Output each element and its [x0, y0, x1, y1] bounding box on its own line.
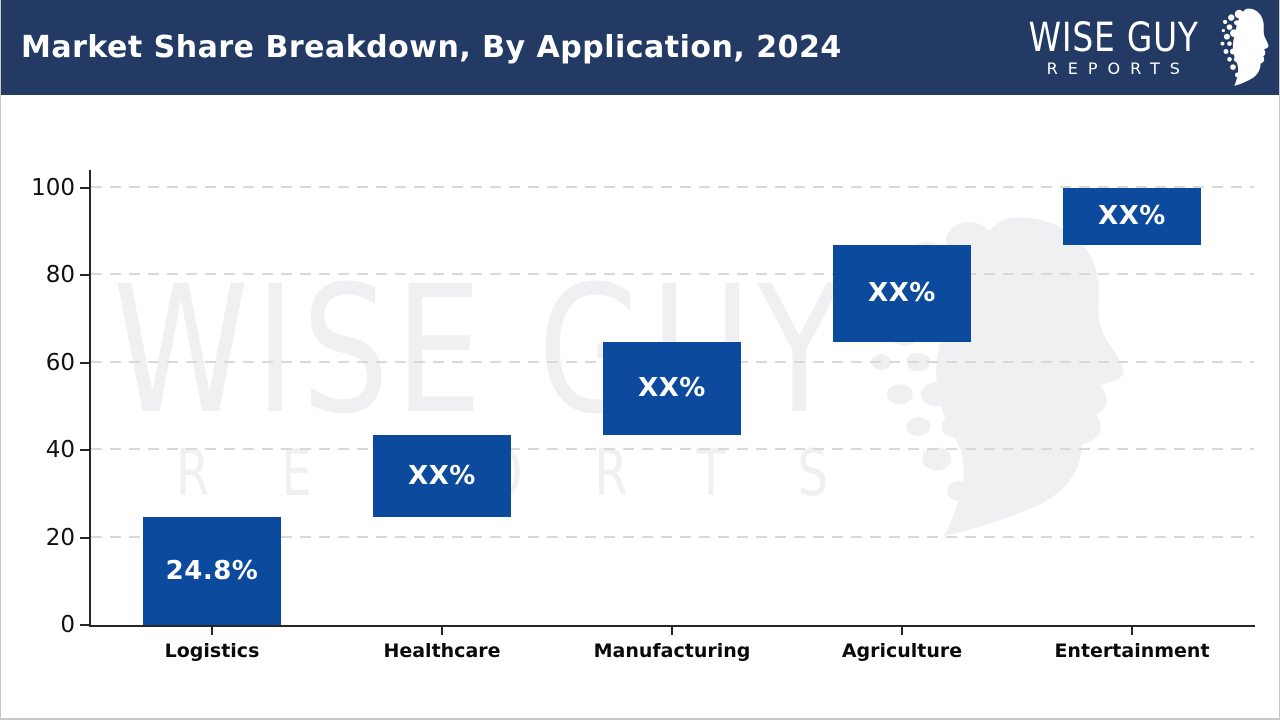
- x-tick-mark: [901, 627, 903, 635]
- y-axis-line: [89, 170, 91, 627]
- x-tick-mark: [1131, 627, 1133, 635]
- x-category-label: Manufacturing: [593, 640, 751, 662]
- y-tick-mark: [80, 274, 89, 276]
- gridline: [91, 185, 1254, 188]
- bar-value-label: 24.8%: [165, 555, 259, 586]
- bar-segment: XX%: [1063, 187, 1201, 245]
- gridline: [91, 535, 1254, 538]
- header: Market Share Breakdown, By Application, …: [1, 0, 1279, 95]
- y-tick-label: 60: [45, 349, 75, 376]
- bar-value-label: XX%: [638, 373, 706, 404]
- y-tick-label: 80: [45, 262, 75, 288]
- bar-segment: XX%: [833, 244, 971, 342]
- x-category-label: Healthcare: [383, 640, 501, 662]
- y-tick-label: 20: [45, 524, 75, 551]
- y-tick-mark: [80, 624, 89, 626]
- bar-value-label: XX%: [1098, 201, 1166, 232]
- x-tick-mark: [441, 627, 443, 635]
- gridline: [91, 448, 1254, 450]
- x-category-label: Logistics: [164, 640, 260, 662]
- plot-area: 0 20 40 60 80 100 24.8% Logistics XX% Healthcare X…: [31, 170, 1255, 662]
- bar-segment: XX%: [373, 434, 511, 517]
- brand-logo-text: WISE GUY REPORTS: [1010, 18, 1217, 78]
- y-tick-label: 100: [31, 174, 75, 201]
- x-tick-mark: [671, 627, 673, 635]
- brand-name: WISE GUY: [1028, 15, 1199, 62]
- x-category-label: Agriculture: [841, 640, 963, 662]
- x-axis-line: [89, 625, 1255, 627]
- y-tick-mark: [80, 186, 89, 189]
- chart-area: WISE GUY REPORTS 0 20 40 60 80 100 24.8% Logist…: [1, 95, 1279, 718]
- bar-segment: XX%: [603, 341, 741, 435]
- bar-value-label: XX%: [868, 278, 936, 309]
- brand-logo: WISE GUY REPORTS: [1010, 5, 1275, 91]
- chart-title: Market Share Breakdown, By Application, …: [21, 30, 842, 65]
- x-tick-mark: [211, 627, 213, 635]
- y-tick-label: 0: [60, 612, 75, 638]
- bar-value-label: XX%: [408, 460, 476, 491]
- y-tick-label: 40: [45, 437, 75, 463]
- x-category-label: Entertainment: [1054, 640, 1210, 662]
- gridline: [91, 273, 1254, 275]
- bar-segment: 24.8%: [143, 516, 281, 625]
- y-tick-mark: [80, 536, 89, 539]
- brand-subtitle: REPORTS: [1046, 59, 1190, 79]
- brand-face-icon: [1219, 8, 1275, 88]
- y-tick-mark: [80, 449, 89, 451]
- y-tick-mark: [80, 361, 89, 364]
